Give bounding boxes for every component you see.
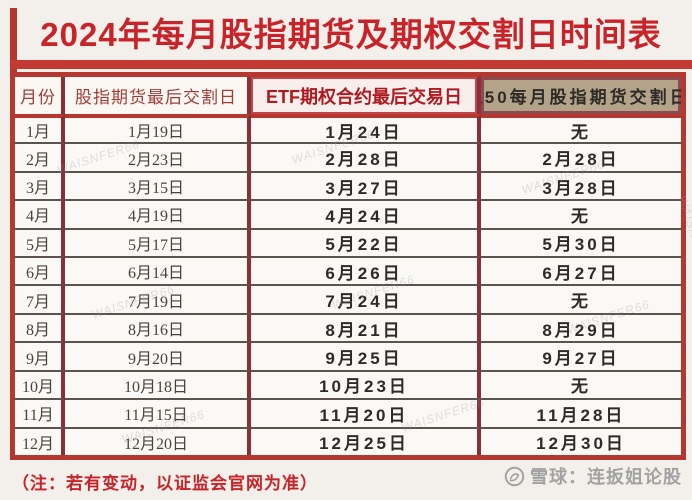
title-underline-band — [10, 60, 692, 69]
table-cell: 9月25日 — [251, 341, 481, 370]
table-cell: 无 — [481, 369, 681, 398]
table-cell: 4月24日 — [251, 199, 481, 228]
page-title: 2024年每月股指期货及期权交割日时间表 — [40, 16, 662, 53]
table-cell: 无 — [481, 284, 681, 312]
table-cell: 11月15日 — [65, 398, 251, 427]
table-cell: 12月30日 — [481, 426, 681, 455]
header-a50-futures-delivery: a50每月股指期货交割日 — [481, 77, 681, 114]
table-cell: 10月18日 — [65, 369, 251, 399]
table-cell: 12月20日 — [65, 426, 251, 455]
table-cell: 3月 — [15, 170, 65, 200]
table-cell: 6月14日 — [65, 256, 251, 285]
table-cell: 10月 — [15, 369, 65, 399]
table-cell: 无 — [481, 114, 681, 142]
table-cell: 7月24日 — [251, 284, 481, 313]
table-cell: 1月 — [15, 114, 65, 143]
delivery-dates-table: 月份 股指期货最后交割日 ETF期权合约最后交易日 a50每月股指期货交割日 1… — [10, 72, 686, 460]
table-cell: 6月 — [15, 256, 65, 285]
table-cell: 4月 — [15, 199, 65, 228]
table-cell: 9月20日 — [65, 341, 251, 370]
table-cell: 5月30日 — [481, 227, 681, 256]
table-cell: 8月21日 — [251, 312, 481, 342]
brand-watermark: 雪球：连扳姐论股 — [504, 463, 682, 489]
table-cell: 4月19日 — [65, 199, 251, 228]
table-cell: 3月15日 — [65, 170, 251, 200]
table-cell: 2月28日 — [251, 142, 481, 171]
table-cell: 8月16日 — [65, 312, 251, 342]
brand-text: 雪球：连扳姐论股 — [530, 467, 682, 487]
table-cell: 7月 — [15, 284, 65, 313]
table-cell: 9月27日 — [481, 341, 681, 369]
table-cell: 11月20日 — [251, 398, 481, 427]
table-cell: 8月 — [15, 312, 65, 342]
table-cell: 5月 — [15, 227, 65, 257]
table-cell: 12月 — [15, 426, 65, 455]
table-cell: 2月28日 — [481, 142, 681, 170]
table-cell: 无 — [481, 199, 681, 227]
table-cell: 2月 — [15, 142, 65, 171]
table-cell: 10月23日 — [251, 369, 481, 399]
table-cell: 6月27日 — [481, 256, 681, 284]
table-cell: 6月26日 — [251, 256, 481, 285]
table-cell: 11月28日 — [481, 398, 681, 426]
table-cell: 5月22日 — [251, 227, 481, 257]
left-accent-strip — [10, 8, 17, 72]
table-cell: 11月 — [15, 398, 65, 427]
table-cell: 3月27日 — [251, 170, 481, 200]
table-cell: 5月17日 — [65, 227, 251, 257]
table-cell: 2月23日 — [65, 142, 251, 171]
footer-note: （注：若有变动，以证监会官网为准） — [12, 474, 318, 493]
table-cell: 1月19日 — [65, 114, 251, 143]
table-cell: 1月24日 — [251, 114, 481, 143]
table-cell: 9月 — [15, 341, 65, 370]
header-index-futures-last-delivery: 股指期货最后交割日 — [65, 77, 251, 114]
table-cell: 7月19日 — [65, 284, 251, 313]
table-cell: 12月25日 — [251, 426, 481, 455]
xueqiu-logo-icon — [504, 466, 525, 487]
table-cell: 3月28日 — [481, 170, 681, 199]
header-etf-option-last-trading: ETF期权合约最后交易日 — [251, 77, 481, 114]
table-cell: 8月29日 — [481, 312, 681, 341]
header-month: 月份 — [15, 77, 65, 114]
